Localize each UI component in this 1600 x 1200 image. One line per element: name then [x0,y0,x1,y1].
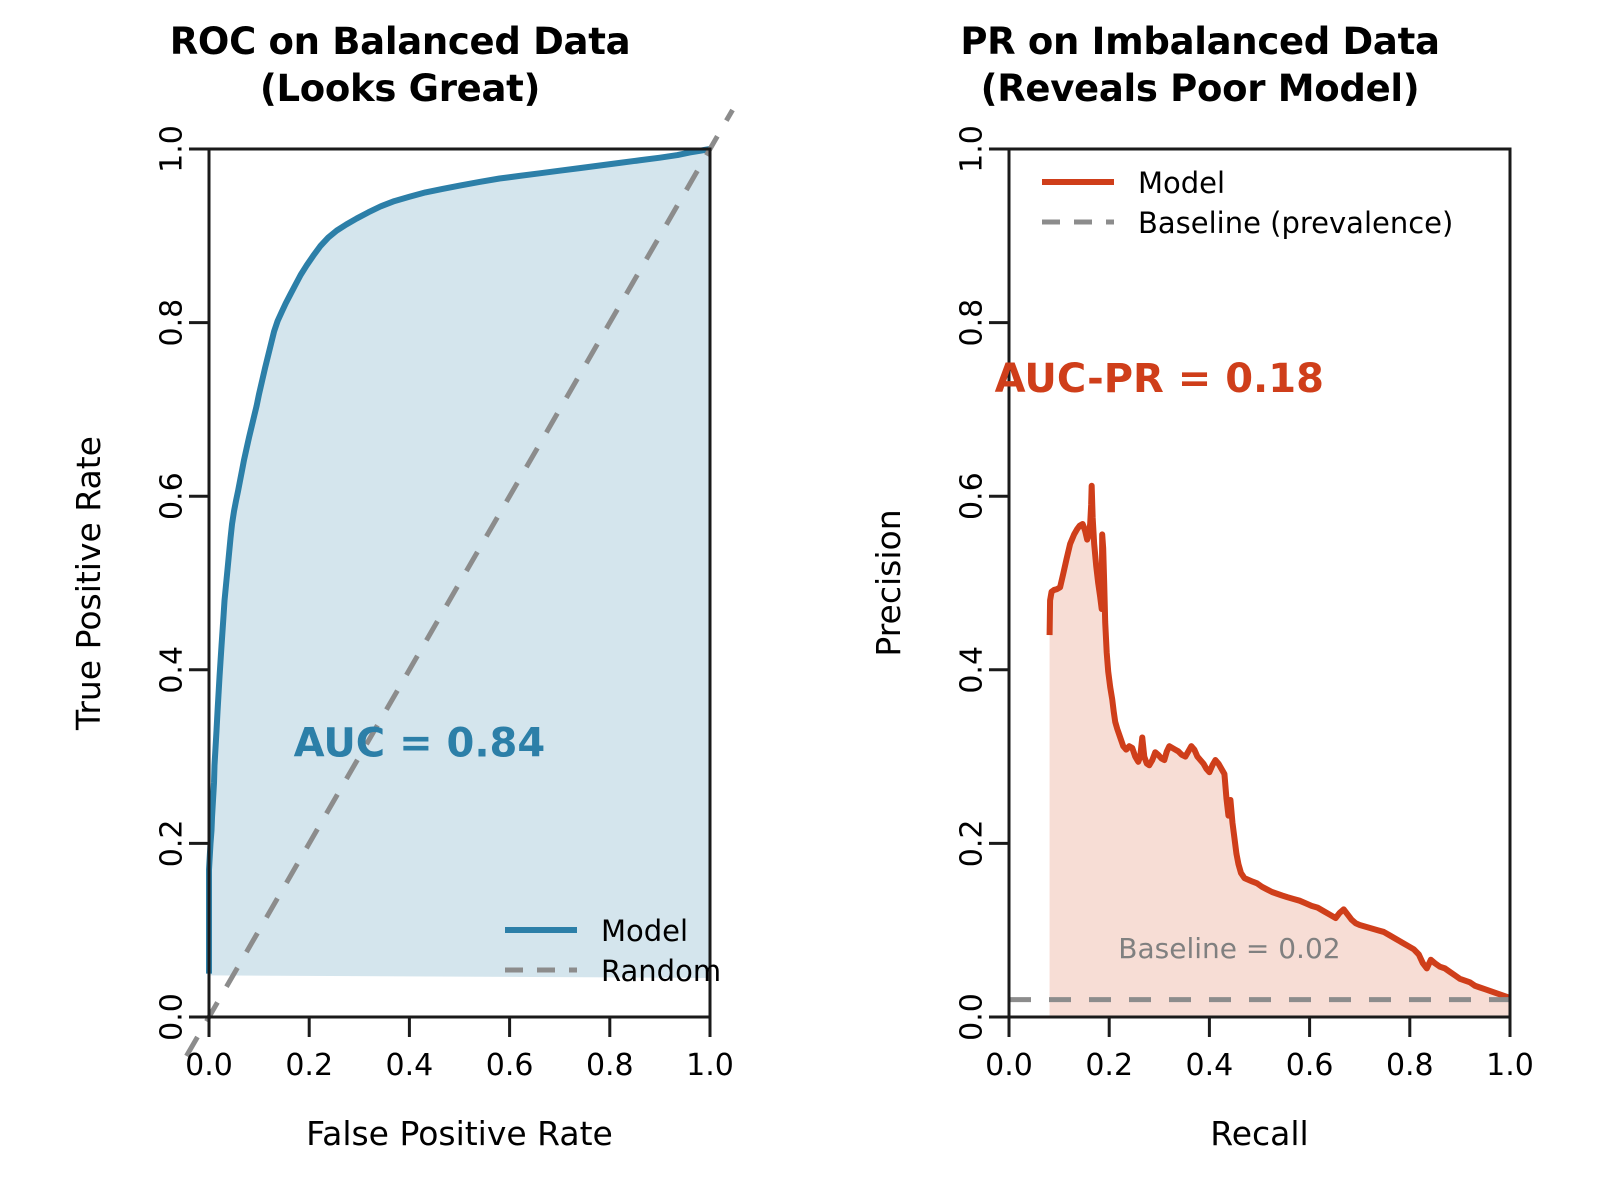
y-axis-title: Precision [869,509,908,656]
x-axis-title: Recall [1210,1114,1308,1153]
legend: Model Baseline (prevalence) [1042,166,1453,240]
x-tick-label: 0.8 [586,1048,634,1083]
x-tick-label: 0.2 [1085,1048,1133,1083]
panel-roc-title: ROC on Balanced Data (Looks Great) [0,18,800,113]
legend-label: Model [601,914,688,948]
x-tick-label: 0.6 [486,1048,534,1083]
x-tick-label: 0.4 [386,1048,434,1083]
y-axis-title: True Positive Rate [69,436,108,731]
y-tick-label: 0.0 [955,993,990,1041]
legend-label: Random [601,954,721,988]
x-tick-label: 0.2 [285,1048,333,1083]
series-fill-model [209,149,710,978]
auc-annotation: AUC = 0.84 [294,721,546,767]
y-tick-label: 1.0 [155,125,190,173]
y-tick-label: 0.2 [955,820,990,868]
panel-roc-title-line1: ROC on Balanced Data [169,20,631,63]
baseline-annotation: Baseline = 0.02 [1118,932,1340,965]
plot-frame [207,147,712,1019]
data-layer [184,108,735,1058]
series-line-model [1046,482,1511,1001]
pr-plot: Baseline = 0.02 0.0 0.2 0.4 0.6 0.8 1.0 0.0 0.2 0… [869,125,1534,1153]
y-tick-label: 0.2 [155,820,190,868]
x-tick-label: 0.0 [985,1048,1033,1083]
legend: Model Random [505,914,721,988]
x-tick-label: 0.8 [1386,1048,1434,1083]
panel-pr-title-line1: PR on Imbalanced Data [960,20,1440,63]
y-tick-label: 0.4 [155,646,190,694]
y-tick-label: 0.8 [155,299,190,347]
x-tick-label: 1.0 [686,1048,734,1083]
panel-roc: ROC on Balanced Data (Looks Great) 0.0 0.… [0,18,800,1153]
panel-pr: PR on Imbalanced Data (Reveals Poor Mode… [800,0,1600,1200]
plot-frame [1007,147,1512,1019]
series-line-model [206,146,711,974]
y-tick-label: 0.0 [155,993,190,1041]
panel-pr-title-line2: (Reveals Poor Model) [980,67,1420,111]
legend-label: Baseline (prevalence) [1138,206,1453,240]
roc-plot: 0.0 0.2 0.4 0.6 0.8 1.0 0.0 0.2 0.4 0.6 0.8 1.0 Fals… [69,108,735,1153]
x-tick-label: 0.0 [185,1048,233,1083]
y-tick-label: 0.6 [155,472,190,520]
y-tick-label: 0.6 [955,472,990,520]
auc-annotation: AUC-PR = 0.18 [995,356,1324,402]
x-axis-title: False Positive Rate [306,1114,613,1153]
y-tick-label: 0.4 [955,646,990,694]
data-layer [1009,482,1511,1017]
y-tick-label: 1.0 [955,125,990,173]
x-tick-label: 1.0 [1486,1048,1534,1083]
legend-label: Model [1138,166,1225,200]
y-tick-label: 0.8 [955,299,990,347]
x-tick-label: 0.6 [1286,1048,1334,1083]
series-fill-model [1049,485,1510,1017]
x-tick-label: 0.4 [1186,1048,1234,1083]
panel-pr-title: PR on Imbalanced Data (Reveals Poor Mode… [800,18,1600,113]
panel-roc-title-line2: (Looks Great) [259,67,541,111]
